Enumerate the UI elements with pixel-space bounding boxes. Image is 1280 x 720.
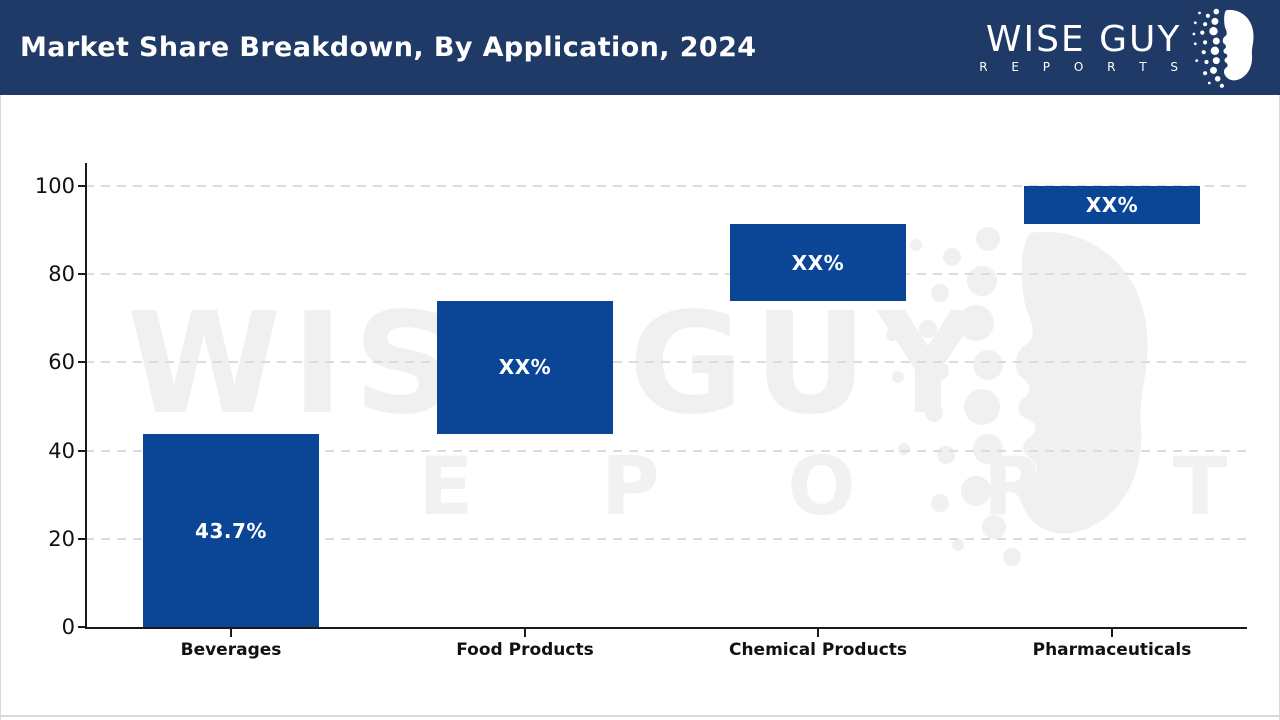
chart-area: WISE GUY R E P O R T S 02040608010043.7%… — [0, 95, 1280, 720]
y-tick-label: 80 — [48, 262, 75, 287]
bar-beverages: 43.7% — [143, 434, 319, 627]
bar-pharmaceuticals: XX% — [1024, 186, 1200, 225]
x-tick-mark — [230, 629, 232, 637]
bar-chemical-products: XX% — [730, 224, 906, 301]
bar-value-label: XX% — [1085, 193, 1139, 218]
header-bar: Market Share Breakdown, By Application, … — [0, 0, 1280, 95]
brand-subtitle: R E P O R T S — [979, 60, 1188, 74]
y-tick-mark — [78, 626, 85, 628]
y-tick-label: 60 — [48, 350, 75, 375]
gridline-40 — [85, 449, 1247, 452]
x-tick-mark — [524, 629, 526, 637]
y-tick-label: 100 — [34, 174, 75, 198]
y-tick-label: 20 — [48, 526, 75, 551]
category-label: Food Products — [456, 640, 594, 660]
y-tick-mark — [78, 273, 85, 276]
x-axis-line — [85, 627, 1247, 629]
bar-value-label: XX% — [791, 250, 845, 275]
y-axis-line — [85, 163, 87, 629]
brand-logo: WISE GUY R E P O R T S — [979, 5, 1270, 90]
dotted-head-icon — [1192, 8, 1254, 88]
y-tick-mark — [78, 537, 85, 540]
gridline-100 — [85, 185, 1247, 187]
y-tick-mark — [78, 185, 85, 187]
bar-food-products: XX% — [437, 300, 613, 435]
bar-value-label: XX% — [498, 355, 552, 380]
y-tick-mark — [78, 449, 85, 452]
y-tick-label: 0 — [61, 615, 75, 639]
x-tick-mark — [817, 629, 819, 637]
brand-logo-text: WISE GUY R E P O R T S — [979, 19, 1188, 75]
category-label: Chemical Products — [728, 640, 908, 660]
gridline-80 — [85, 273, 1247, 276]
bottom-frame-border — [1, 715, 1279, 717]
x-tick-mark — [1111, 629, 1113, 637]
gridline-20 — [85, 537, 1247, 540]
gridline-60 — [85, 361, 1247, 364]
y-tick-label: 40 — [48, 438, 75, 463]
bar-value-label: 43.7% — [195, 518, 267, 543]
page-title: Market Share Breakdown, By Application, … — [20, 32, 757, 63]
y-tick-mark — [78, 361, 85, 364]
brand-name: WISE GUY — [985, 19, 1182, 60]
category-label: Pharmaceuticals — [1032, 640, 1192, 660]
category-label: Beverages — [180, 640, 282, 660]
